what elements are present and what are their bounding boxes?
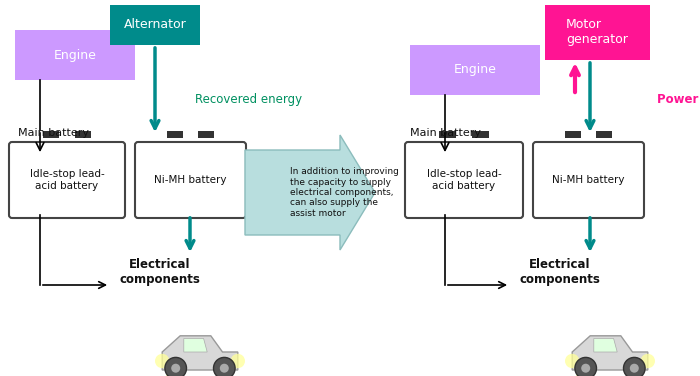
Text: Electrical
components: Electrical components <box>120 258 200 286</box>
Polygon shape <box>572 336 648 370</box>
Bar <box>110 5 200 45</box>
Circle shape <box>630 364 639 373</box>
Circle shape <box>576 370 590 376</box>
Bar <box>440 131 456 138</box>
Circle shape <box>581 364 590 373</box>
Circle shape <box>166 370 180 376</box>
Circle shape <box>214 358 235 376</box>
Polygon shape <box>162 336 238 370</box>
FancyBboxPatch shape <box>405 142 523 218</box>
Text: Power supply: Power supply <box>657 94 700 106</box>
Text: Motor
generator: Motor generator <box>566 18 628 46</box>
FancyBboxPatch shape <box>533 142 644 218</box>
Circle shape <box>172 364 180 373</box>
FancyBboxPatch shape <box>9 142 125 218</box>
Bar <box>198 131 214 138</box>
Bar <box>472 131 489 138</box>
Text: Electrical
components: Electrical components <box>519 258 601 286</box>
Text: Recovered energy: Recovered energy <box>195 94 302 106</box>
Text: Idle-stop lead-
acid battery: Idle-stop lead- acid battery <box>29 169 104 191</box>
Text: Ni-MH battery: Ni-MH battery <box>552 175 624 185</box>
Bar <box>167 131 183 138</box>
Text: Engine: Engine <box>454 64 496 76</box>
Bar <box>15 30 135 80</box>
Bar <box>596 131 612 138</box>
Polygon shape <box>594 338 617 352</box>
Bar <box>43 131 60 138</box>
Bar <box>545 5 650 60</box>
Text: Engine: Engine <box>54 49 97 62</box>
Text: Alternator: Alternator <box>124 18 186 32</box>
Circle shape <box>640 354 655 368</box>
Text: Ni-MH battery: Ni-MH battery <box>154 175 227 185</box>
Circle shape <box>220 364 229 373</box>
Circle shape <box>155 354 169 368</box>
Circle shape <box>575 358 596 376</box>
Polygon shape <box>184 338 207 352</box>
Text: In addition to improving
the capacity to supply
electrical components,
can also : In addition to improving the capacity to… <box>290 167 399 218</box>
Text: Main battery: Main battery <box>410 128 481 138</box>
Circle shape <box>165 358 186 376</box>
Bar <box>410 45 540 95</box>
Text: Idle-stop lead-
acid battery: Idle-stop lead- acid battery <box>426 169 501 191</box>
Text: Main battery: Main battery <box>18 128 89 138</box>
Bar <box>75 131 91 138</box>
Bar <box>566 131 581 138</box>
Circle shape <box>230 354 245 368</box>
FancyBboxPatch shape <box>135 142 246 218</box>
Circle shape <box>565 354 580 368</box>
Circle shape <box>624 358 645 376</box>
Polygon shape <box>245 135 375 250</box>
